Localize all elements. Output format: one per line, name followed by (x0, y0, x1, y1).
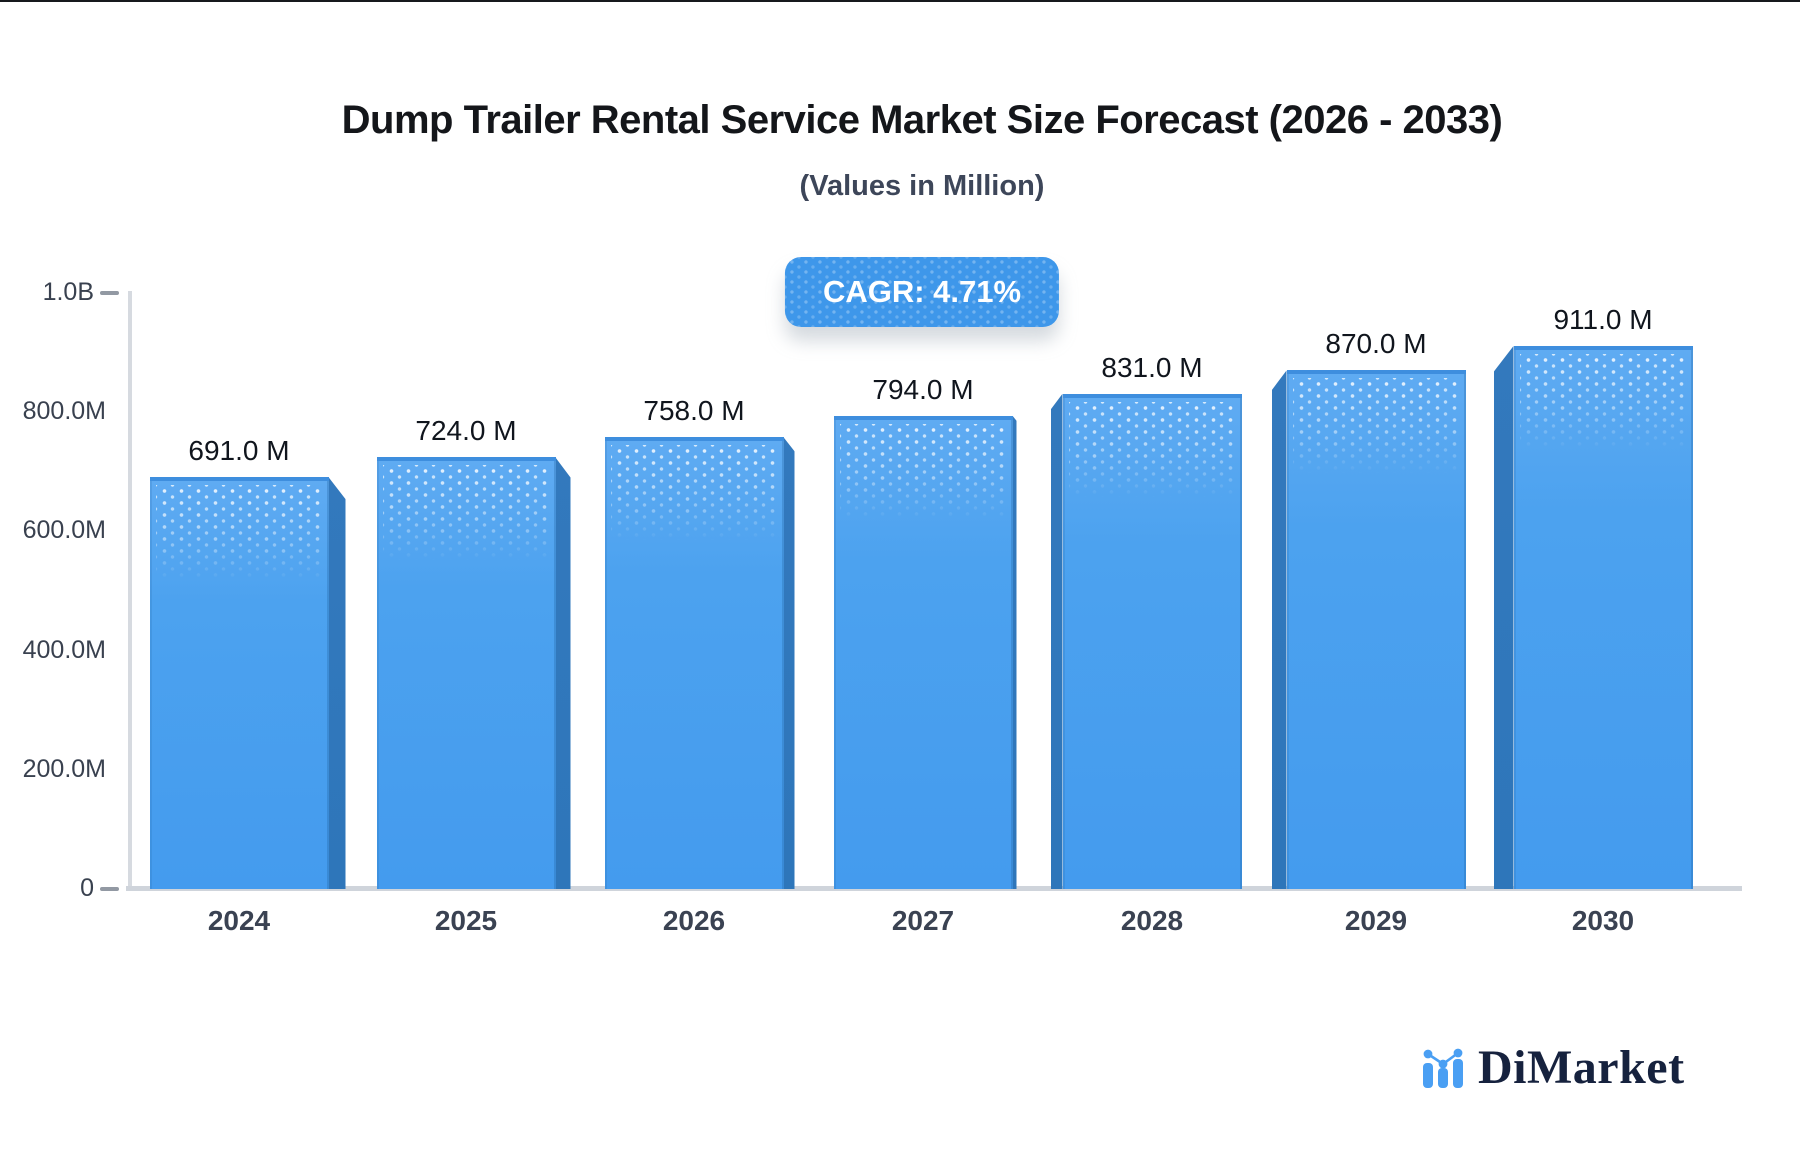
y-axis-tick-label: 0 (80, 874, 94, 902)
x-axis-label-2028: 2028 (1120, 905, 1184, 936)
bar-2030 (1513, 346, 1693, 889)
bar-side-face-2024 (328, 477, 346, 889)
bar-side-face-2026 (783, 437, 795, 889)
bar-side-face-2028 (1050, 393, 1063, 889)
y-axis-tick-label: 1.0B (42, 278, 94, 306)
bar-2027 (833, 415, 1013, 889)
y-axis-tick-label: 200.0M (22, 754, 106, 783)
bar-side-face-2027 (1012, 415, 1017, 889)
x-axis-label-2024: 2024 (207, 905, 271, 936)
bar-value-label-2028: 831.0 M (1101, 351, 1203, 383)
chart-subtitle: (Values in Million) (799, 170, 1045, 202)
y-axis-tick-mark (100, 887, 119, 891)
y-axis-line (128, 291, 132, 889)
bar-line-chart-icon (1423, 1048, 1463, 1088)
y-axis-tick-label: 400.0M (22, 635, 106, 664)
y-axis-tick-mark (100, 291, 119, 295)
x-axis-label-2026: 2026 (662, 905, 726, 936)
bar-side-face-2025 (555, 457, 571, 889)
brand-name: DiMarket (1478, 1041, 1685, 1094)
x-axis-label-2029: 2029 (1344, 905, 1408, 936)
brand-watermark: DiMarket (1422, 1040, 1685, 1095)
x-axis-label-2027: 2027 (891, 905, 955, 936)
cagr-badge-label: CAGR: 4.71% (822, 274, 1022, 309)
bar-value-label-2024: 691.0 M (188, 435, 290, 467)
bar-value-label-2026: 758.0 M (643, 395, 745, 427)
bar-side-face-2030 (1493, 346, 1514, 889)
bar-value-label-2029: 870.0 M (1325, 328, 1427, 360)
y-axis-tick-label: 600.0M (22, 516, 106, 545)
bar-value-label-2025: 724.0 M (415, 415, 517, 447)
bar-2026 (604, 437, 784, 889)
bar-value-label-2030: 911.0 M (1553, 304, 1653, 336)
cagr-badge: CAGR: 4.71% (784, 257, 1060, 327)
bar-2029 (1286, 370, 1466, 889)
x-axis-label-2025: 2025 (434, 905, 498, 936)
bar-side-face-2029 (1271, 370, 1287, 889)
y-axis-tick-label: 800.0M (22, 397, 106, 426)
chart-title: Dump Trailer Rental Service Market Size … (341, 98, 1503, 142)
bar-2025 (376, 457, 556, 889)
bar-2024 (149, 477, 329, 889)
bar-2028 (1062, 393, 1242, 889)
bar-value-label-2027: 794.0 M (872, 373, 974, 405)
x-axis-label-2030: 2030 (1571, 905, 1635, 936)
